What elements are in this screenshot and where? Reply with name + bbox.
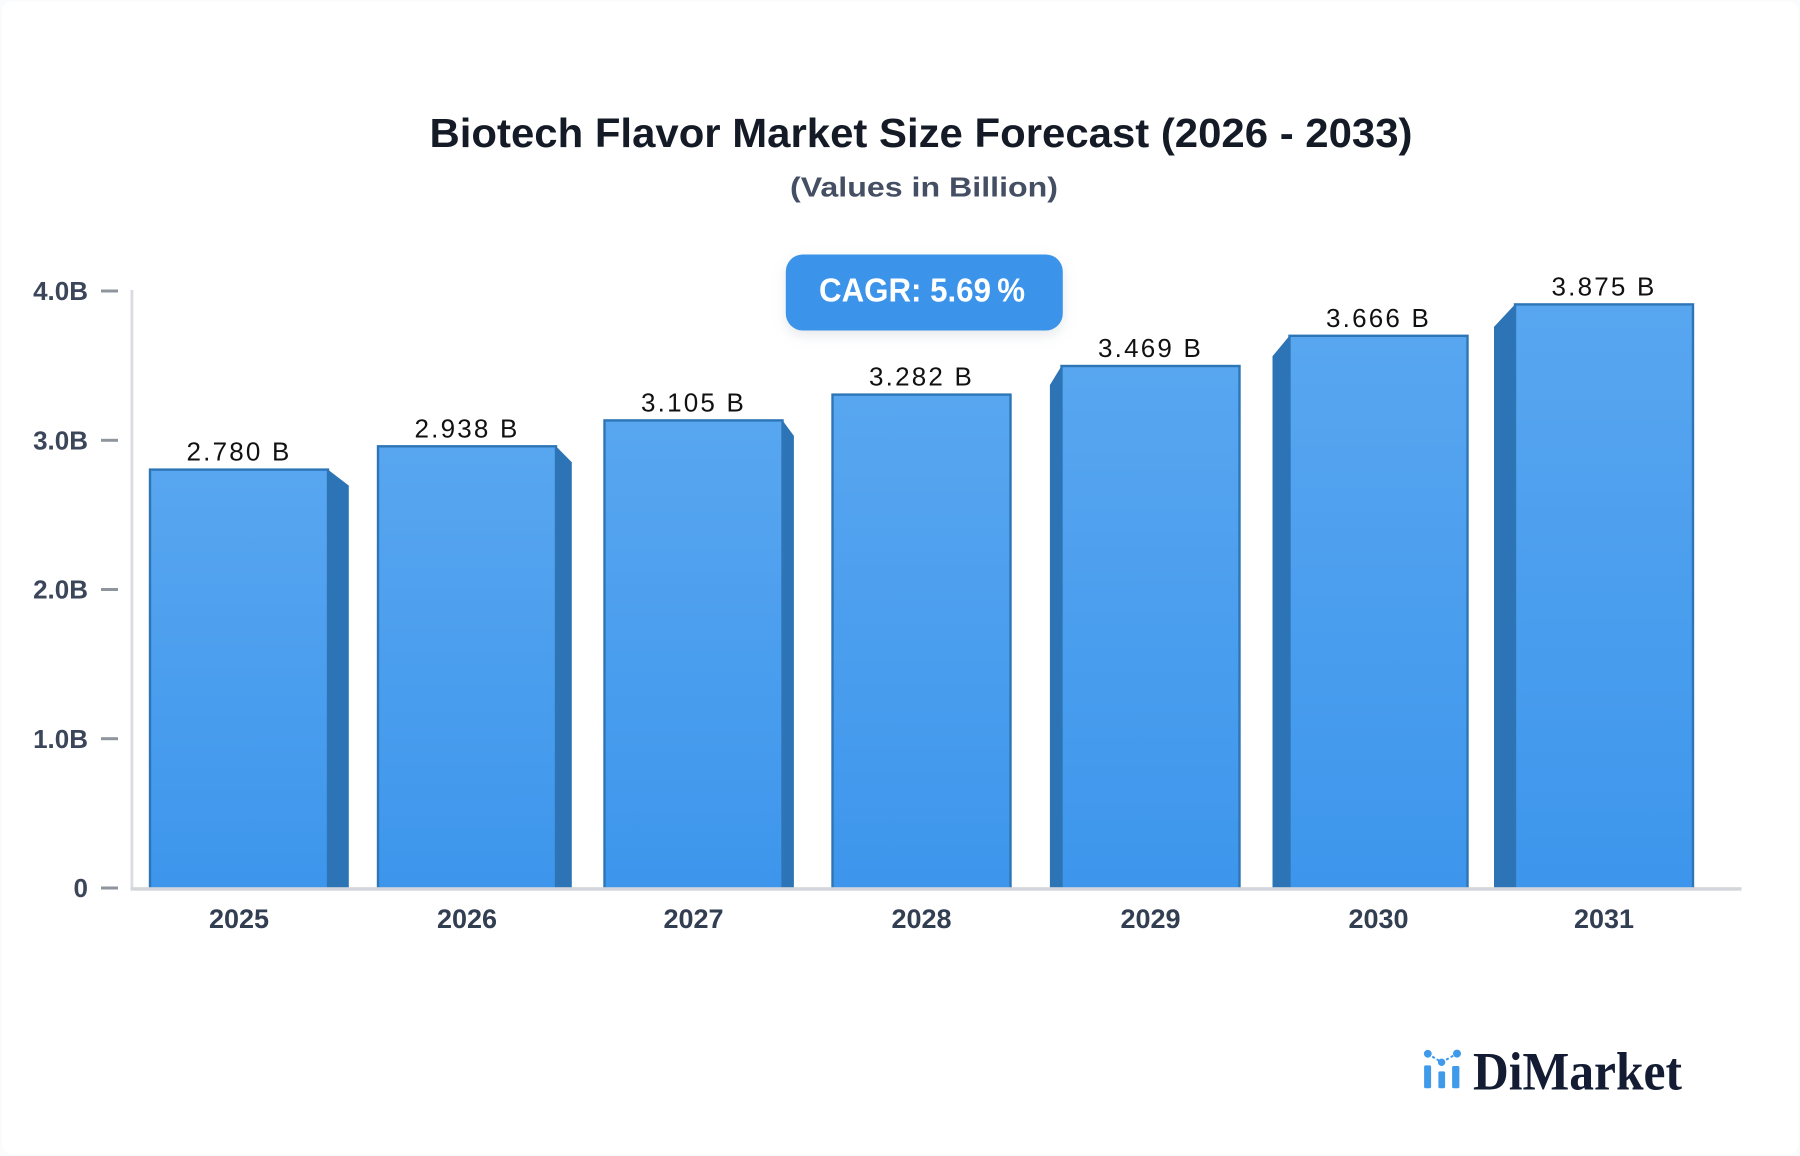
svg-text:2029: 2029 xyxy=(1120,904,1180,934)
svg-text:2.0B: 2.0B xyxy=(33,575,88,605)
svg-text:2.938 B: 2.938 B xyxy=(414,413,519,443)
svg-text:3.469 B: 3.469 B xyxy=(1098,333,1203,363)
svg-text:Biotech Flavor Market Size For: Biotech Flavor Market Size Forecast (202… xyxy=(430,110,1413,156)
svg-text:3.282 B: 3.282 B xyxy=(869,362,974,392)
svg-text:1.0B: 1.0B xyxy=(33,724,88,754)
svg-text:2028: 2028 xyxy=(891,904,951,934)
svg-text:DiMarket: DiMarket xyxy=(1473,1041,1682,1102)
svg-text:0: 0 xyxy=(74,873,88,903)
svg-text:2027: 2027 xyxy=(663,904,723,934)
svg-text:(Values in Billion): (Values in Billion) xyxy=(790,172,1058,203)
svg-text:3.0B: 3.0B xyxy=(33,425,88,455)
svg-text:2031: 2031 xyxy=(1574,904,1634,934)
svg-text:4.0B: 4.0B xyxy=(33,276,88,306)
svg-text:2026: 2026 xyxy=(437,904,497,934)
svg-text:CAGR: 5.69 %: CAGR: 5.69 % xyxy=(819,272,1025,309)
svg-text:3.105 B: 3.105 B xyxy=(641,387,746,417)
svg-text:2025: 2025 xyxy=(209,904,269,934)
svg-text:2.780 B: 2.780 B xyxy=(186,437,291,467)
svg-text:2030: 2030 xyxy=(1348,904,1408,934)
svg-text:3.666 B: 3.666 B xyxy=(1326,303,1431,333)
svg-text:3.875 B: 3.875 B xyxy=(1551,271,1656,301)
